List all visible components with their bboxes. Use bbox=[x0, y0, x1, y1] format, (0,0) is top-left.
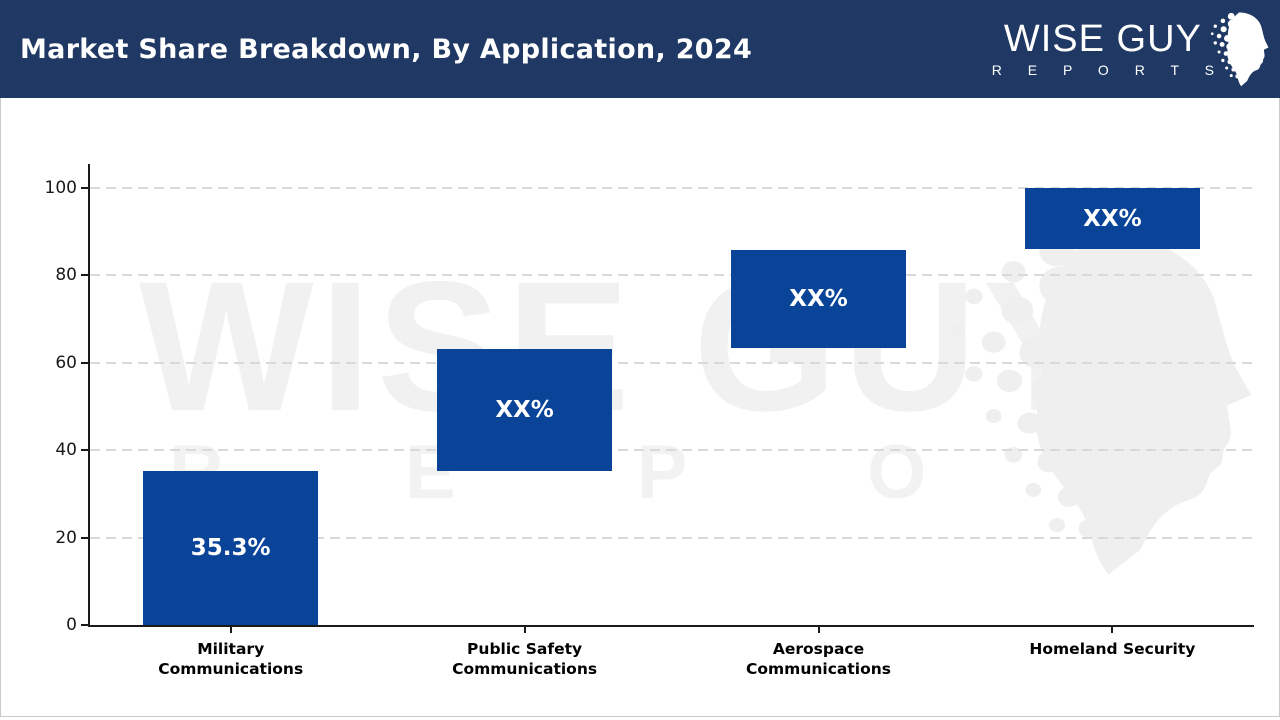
y-axis-tick-label: 40 bbox=[55, 440, 77, 461]
y-axis-tick bbox=[81, 536, 88, 539]
x-axis-category-label: Homeland Security bbox=[962, 639, 1262, 659]
bar-value-label: XX% bbox=[495, 396, 554, 423]
x-axis-category-line: Communications bbox=[746, 660, 891, 678]
bar-segment: XX% bbox=[730, 250, 907, 349]
y-axis-tick bbox=[81, 187, 88, 189]
x-axis-category-line: Communications bbox=[158, 660, 304, 678]
x-axis-category-line: Military bbox=[197, 640, 265, 658]
y-axis-tick bbox=[81, 624, 88, 626]
chart-panel: WISE GUY R E P O R T S 02040608010035.3%… bbox=[0, 98, 1280, 717]
gridline-y60 bbox=[90, 361, 1254, 364]
brand-logo: WISE GUY R E P O R T S bbox=[992, 7, 1270, 91]
bar-value-label: XX% bbox=[789, 286, 848, 313]
logo-wordmark-line2: R E P O R T S bbox=[991, 62, 1225, 78]
x-axis-category-line: Public Safety bbox=[467, 640, 583, 658]
y-axis-tick-label: 20 bbox=[55, 527, 77, 548]
gridline-y20 bbox=[90, 536, 1254, 539]
bar-segment: 35.3% bbox=[143, 470, 319, 625]
x-axis-category-line: Aerospace bbox=[772, 640, 865, 658]
x-axis-tick bbox=[817, 627, 820, 633]
x-axis-line bbox=[88, 625, 1254, 627]
x-axis-category-label: Public Safety Communications bbox=[375, 639, 675, 679]
x-axis-category-label: Military Communications bbox=[81, 639, 381, 679]
x-axis-category-line: Homeland Security bbox=[1029, 640, 1196, 658]
bar-value-label: 35.3% bbox=[190, 534, 271, 561]
x-axis-category-label: Aerospace Communications bbox=[669, 639, 969, 679]
y-axis-tick bbox=[81, 449, 88, 452]
bar-segment: XX% bbox=[436, 348, 613, 471]
header: Market Share Breakdown, By Application, … bbox=[0, 0, 1280, 98]
page-title: Market Share Breakdown, By Application, … bbox=[20, 33, 753, 65]
bar-value-label: XX% bbox=[1083, 205, 1142, 232]
y-axis-tick-label: 0 bbox=[66, 615, 77, 635]
gridline-y100 bbox=[90, 187, 1254, 189]
x-axis-tick bbox=[523, 627, 526, 633]
watermark-wordmark: WISE GUY bbox=[139, 244, 1113, 450]
gridline-y80 bbox=[90, 274, 1254, 277]
y-axis-tick-label: 60 bbox=[55, 352, 77, 373]
logo-wordmark-line1: WISE GUY bbox=[1003, 18, 1202, 60]
logo-wordmark: WISE GUY R E P O R T S bbox=[992, 20, 1214, 78]
x-axis-tick bbox=[1111, 627, 1114, 633]
x-axis-category-line: Communications bbox=[452, 660, 598, 678]
bar-segment: XX% bbox=[1024, 188, 1201, 250]
y-axis-tick-label: 100 bbox=[44, 178, 77, 198]
bar-chart: 0 20 40 60 80 100 35.3% Military Communications X… bbox=[1, 98, 1279, 716]
y-axis-line bbox=[88, 163, 90, 627]
y-axis-tick bbox=[81, 361, 88, 364]
y-axis-tick bbox=[81, 274, 88, 277]
y-axis-tick-label: 80 bbox=[55, 265, 77, 286]
x-axis-tick bbox=[229, 627, 232, 633]
gridline-y40 bbox=[90, 449, 1254, 452]
